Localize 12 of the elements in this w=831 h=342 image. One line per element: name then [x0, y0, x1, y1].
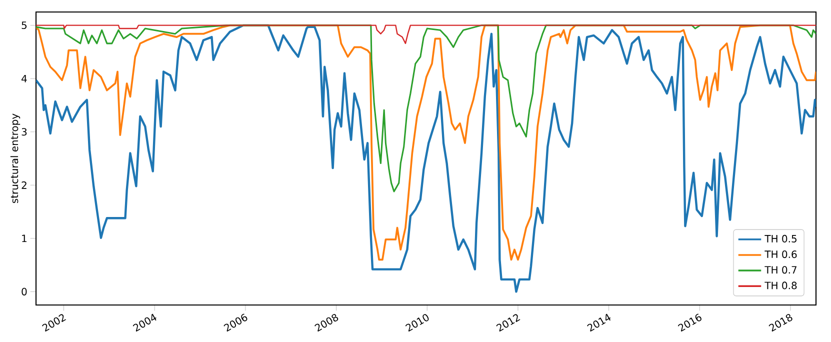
legend-label: TH 0.6 [764, 250, 797, 258]
y-axis-title: structural entropy [10, 114, 20, 204]
y-tick-label: 0 [22, 288, 27, 296]
y-tick-label: 1 [22, 234, 26, 242]
y-tick-label: 4 [22, 74, 27, 82]
legend-label: TH 0.7 [764, 266, 796, 274]
y-tick-label: 5 [22, 22, 27, 30]
legend-label: TH 0.5 [764, 234, 796, 242]
y-tick-label: 3 [22, 128, 27, 136]
legend-label: TH 0.8 [764, 282, 797, 290]
line-series [36, 24, 816, 44]
y-tick-label: 2 [22, 181, 26, 189]
